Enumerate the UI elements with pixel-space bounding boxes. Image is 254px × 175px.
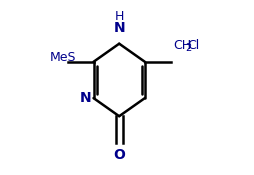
Text: CH: CH — [172, 39, 190, 52]
Text: 2: 2 — [184, 43, 190, 53]
Text: N: N — [80, 91, 91, 105]
Text: N: N — [113, 21, 124, 35]
Text: MeS: MeS — [50, 51, 76, 64]
Text: O: O — [113, 148, 125, 162]
Text: Cl: Cl — [186, 39, 198, 52]
Text: H: H — [114, 10, 123, 23]
